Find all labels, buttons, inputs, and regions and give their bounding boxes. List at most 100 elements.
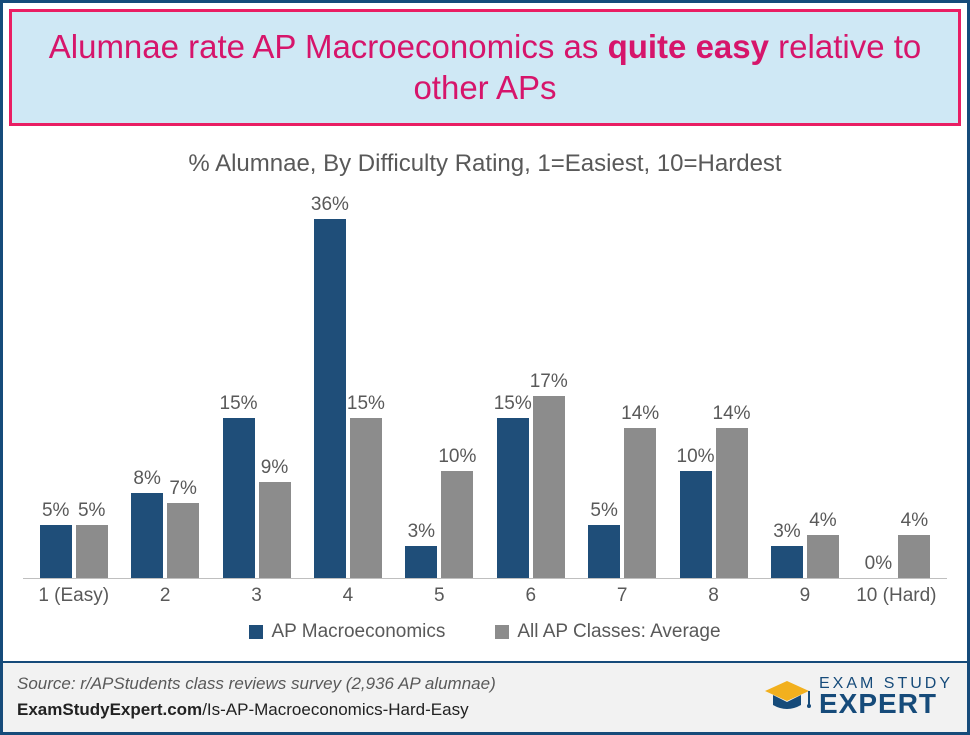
category-group: 15%17% <box>485 194 576 579</box>
bar-value-label: 36% <box>311 194 349 216</box>
legend-item: AP Macroeconomics <box>249 621 445 643</box>
bar-wrap: 10% <box>680 194 712 579</box>
title-bold: quite easy <box>608 28 769 65</box>
bar-wrap: 14% <box>716 194 748 579</box>
bar <box>716 428 748 578</box>
bar <box>405 546 437 578</box>
bar-value-label: 5% <box>590 500 617 522</box>
source-line: Source: r/APStudents class reviews surve… <box>17 671 496 697</box>
category-group: 8% 7% <box>119 194 210 579</box>
x-tick-label: 8 <box>668 585 759 607</box>
legend-item: All AP Classes: Average <box>495 621 720 643</box>
category-group: 15% 9% <box>211 194 302 579</box>
chart-card: Alumnae rate AP Macroeconomics as quite … <box>0 0 970 735</box>
bar <box>131 493 163 578</box>
bar-wrap: 7% <box>167 194 199 579</box>
bar-value-label: 4% <box>809 510 836 532</box>
bar-value-label: 8% <box>133 468 160 490</box>
bars-region: 5%5%8%7%15%9%36%15%3%10%15%17%5%14%10%14… <box>23 194 947 580</box>
legend-label: AP Macroeconomics <box>271 621 445 643</box>
bar-value-label: 3% <box>408 521 435 543</box>
chart-area: % Alumnae, By Difficulty Rating, 1=Easie… <box>3 132 967 662</box>
bar-value-label: 10% <box>438 446 476 468</box>
bar <box>533 396 565 578</box>
bar-value-label: 15% <box>494 393 532 415</box>
category-group: 0% 4% <box>851 194 942 579</box>
bar-wrap: 14% <box>624 194 656 579</box>
bar-value-label: 10% <box>677 446 715 468</box>
chart-title: Alumnae rate AP Macroeconomics as quite … <box>32 26 938 109</box>
footer: Source: r/APStudents class reviews surve… <box>3 661 967 732</box>
bar <box>76 525 108 578</box>
url-line: ExamStudyExpert.com/Is-AP-Macroeconomics… <box>17 697 496 723</box>
x-tick-label: 3 <box>211 585 302 607</box>
url-path: /Is-AP-Macroeconomics-Hard-Easy <box>202 700 468 719</box>
legend-swatch <box>495 625 509 639</box>
category-group: 3% 4% <box>759 194 850 579</box>
category-group: 36% 15% <box>302 194 393 579</box>
chart-subtitle: % Alumnae, By Difficulty Rating, 1=Easie… <box>23 150 947 178</box>
bar-value-label: 15% <box>347 393 385 415</box>
title-pre: Alumnae rate AP Macroeconomics as <box>49 28 608 65</box>
logo-line2: EXPERT <box>819 691 953 718</box>
bar-value-label: 4% <box>901 510 928 532</box>
bar-wrap: 15% <box>350 194 382 579</box>
bar-value-label: 5% <box>78 500 105 522</box>
x-axis: 1 (Easy)2345678910 (Hard) <box>23 579 947 607</box>
bar <box>898 535 930 578</box>
bar <box>350 418 382 578</box>
bar-value-label: 7% <box>169 478 196 500</box>
x-tick-label: 5 <box>394 585 485 607</box>
bar <box>441 471 473 578</box>
bar-wrap: 5% <box>40 194 72 579</box>
bar-wrap: 3% <box>771 194 803 579</box>
bar <box>624 428 656 578</box>
legend-label: All AP Classes: Average <box>517 621 720 643</box>
bar-wrap: 4% <box>807 194 839 579</box>
bar-wrap: 3% <box>405 194 437 579</box>
bar-value-label: 15% <box>220 393 258 415</box>
x-tick-label: 10 (Hard) <box>851 585 942 607</box>
x-tick-label: 2 <box>119 585 210 607</box>
bar-wrap: 15% <box>497 194 529 579</box>
bar <box>314 219 346 579</box>
bar <box>588 525 620 578</box>
category-group: 5% 14% <box>576 194 667 579</box>
legend: AP Macroeconomics All AP Classes: Average <box>23 607 947 661</box>
bar-wrap: 5% <box>76 194 108 579</box>
x-tick-label: 4 <box>302 585 393 607</box>
bar-value-label: 0% <box>865 553 892 575</box>
logo-text: EXAM STUDY EXPERT <box>819 676 953 718</box>
x-tick-label: 6 <box>485 585 576 607</box>
bar-value-label: 17% <box>530 371 568 393</box>
bar <box>223 418 255 578</box>
bar-wrap: 9% <box>259 194 291 579</box>
x-tick-label: 7 <box>576 585 667 607</box>
bar-wrap: 17% <box>533 194 565 579</box>
bar <box>680 471 712 578</box>
x-tick-label: 9 <box>759 585 850 607</box>
bar <box>807 535 839 578</box>
bar-value-label: 9% <box>261 457 288 479</box>
bar-wrap: 36% <box>314 194 346 579</box>
bar-wrap: 4% <box>898 194 930 579</box>
bar-wrap: 5% <box>588 194 620 579</box>
bar-value-label: 14% <box>621 403 659 425</box>
bar <box>40 525 72 578</box>
title-box: Alumnae rate AP Macroeconomics as quite … <box>9 9 961 126</box>
bar <box>167 503 199 578</box>
bar-wrap: 15% <box>223 194 255 579</box>
bar <box>259 482 291 578</box>
bar-value-label: 5% <box>42 500 69 522</box>
bar-value-label: 14% <box>713 403 751 425</box>
bar-value-label: 3% <box>773 521 800 543</box>
brand-logo: EXAM STUDY EXPERT <box>763 676 953 718</box>
footer-text: Source: r/APStudents class reviews surve… <box>17 671 496 722</box>
grad-cap-icon <box>763 677 811 717</box>
bar-wrap: 8% <box>131 194 163 579</box>
category-group: 5% 5% <box>28 194 119 579</box>
x-tick-label: 1 (Easy) <box>28 585 119 607</box>
bar-wrap: 10% <box>441 194 473 579</box>
bar <box>771 546 803 578</box>
url-domain: ExamStudyExpert.com <box>17 700 202 719</box>
